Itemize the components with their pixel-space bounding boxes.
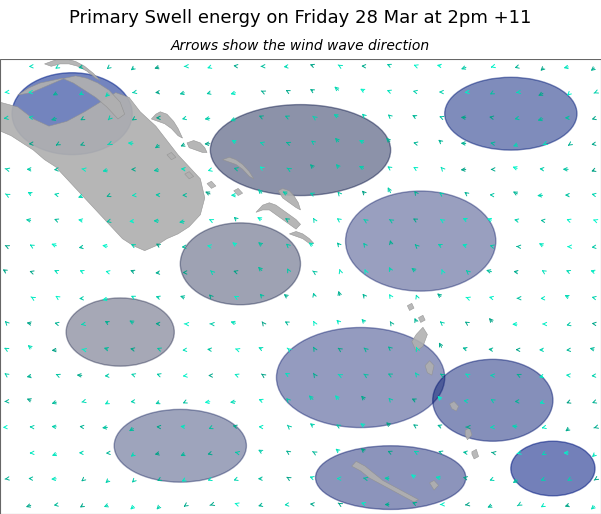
Polygon shape <box>185 172 194 179</box>
Ellipse shape <box>445 77 577 150</box>
Polygon shape <box>352 462 418 502</box>
Polygon shape <box>465 428 472 440</box>
Ellipse shape <box>114 409 246 482</box>
Polygon shape <box>472 449 478 459</box>
Polygon shape <box>207 181 216 189</box>
Polygon shape <box>407 303 414 310</box>
Polygon shape <box>256 203 300 229</box>
Polygon shape <box>18 76 124 119</box>
Bar <box>0 59 601 514</box>
Polygon shape <box>187 140 207 153</box>
Ellipse shape <box>316 446 466 509</box>
Ellipse shape <box>180 223 300 305</box>
Ellipse shape <box>276 327 445 428</box>
Ellipse shape <box>433 359 553 441</box>
Ellipse shape <box>346 191 496 291</box>
Polygon shape <box>289 231 314 244</box>
Ellipse shape <box>12 73 132 155</box>
Text: Primary Swell energy on Friday 28 Mar at 2pm +11: Primary Swell energy on Friday 28 Mar at… <box>69 9 532 27</box>
Ellipse shape <box>66 298 174 366</box>
Ellipse shape <box>210 104 391 195</box>
Polygon shape <box>222 157 254 179</box>
Text: Arrows show the wind wave direction: Arrows show the wind wave direction <box>171 39 430 53</box>
Polygon shape <box>412 327 427 351</box>
Polygon shape <box>151 112 183 138</box>
Polygon shape <box>167 153 176 160</box>
Ellipse shape <box>511 441 595 496</box>
Polygon shape <box>234 189 243 195</box>
Polygon shape <box>278 189 300 210</box>
Polygon shape <box>450 401 459 411</box>
Polygon shape <box>418 315 425 322</box>
Polygon shape <box>430 481 439 490</box>
Polygon shape <box>44 59 100 81</box>
Polygon shape <box>0 93 205 251</box>
Polygon shape <box>425 361 434 375</box>
